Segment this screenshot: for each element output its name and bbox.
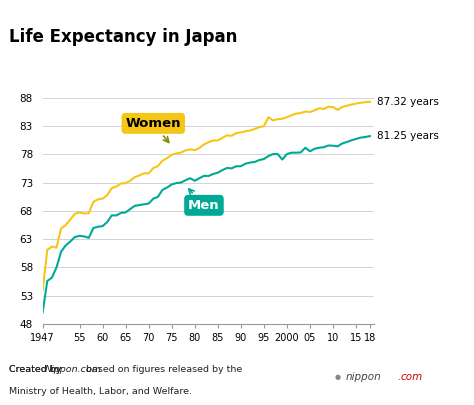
Text: Created by: Created by <box>9 364 65 373</box>
Text: com: com <box>401 372 423 382</box>
Text: 81.25 years: 81.25 years <box>377 131 438 141</box>
Text: ●: ● <box>334 374 340 379</box>
Text: .: . <box>397 372 401 382</box>
Text: 87.32 years: 87.32 years <box>377 97 438 107</box>
Text: Nippon.com: Nippon.com <box>45 364 102 373</box>
Text: Created by: Created by <box>9 364 65 373</box>
Text: Life Expectancy in Japan: Life Expectancy in Japan <box>9 28 238 46</box>
Text: Created by 
Ministry of Health, Labor, and Welfare.: Created by Ministry of Health, Labor, an… <box>0 404 1 405</box>
Text: nippon: nippon <box>346 372 382 382</box>
Text: Men: Men <box>188 189 220 212</box>
Text: based on figures released by the: based on figures released by the <box>83 364 243 373</box>
Text: Ministry of Health, Labor, and Welfare.: Ministry of Health, Labor, and Welfare. <box>9 387 192 396</box>
Text: Women: Women <box>126 117 181 143</box>
